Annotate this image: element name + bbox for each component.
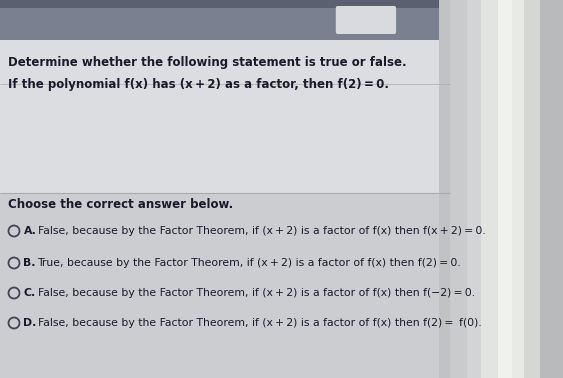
FancyBboxPatch shape [512, 0, 524, 378]
Text: B.: B. [24, 258, 36, 268]
FancyBboxPatch shape [439, 0, 563, 378]
Text: Determine whether the following statement is true or false.: Determine whether the following statemen… [8, 56, 406, 69]
FancyBboxPatch shape [524, 0, 540, 378]
FancyBboxPatch shape [467, 0, 481, 378]
Text: False, because by the Factor Theorem, if (x + 2) is a factor of f(x) then f(2) =: False, because by the Factor Theorem, if… [38, 318, 481, 328]
FancyBboxPatch shape [540, 0, 563, 378]
Text: True, because by the Factor Theorem, if (x + 2) is a factor of f(x) then f(2) = : True, because by the Factor Theorem, if … [38, 258, 461, 268]
Text: False, because by the Factor Theorem, if (x + 2) is a factor of f(x) then f(x + : False, because by the Factor Theorem, if… [38, 226, 485, 236]
Text: D.: D. [24, 318, 37, 328]
FancyBboxPatch shape [0, 193, 450, 378]
FancyBboxPatch shape [481, 0, 498, 378]
Text: If the polynomial f(x) has (x + 2) as a factor, then f(2) = 0.: If the polynomial f(x) has (x + 2) as a … [8, 78, 389, 91]
FancyBboxPatch shape [0, 40, 450, 193]
Text: Choose the correct answer below.: Choose the correct answer below. [8, 198, 233, 211]
FancyBboxPatch shape [498, 0, 512, 378]
FancyBboxPatch shape [0, 0, 563, 8]
Text: A.: A. [24, 226, 37, 236]
FancyBboxPatch shape [0, 0, 563, 40]
FancyBboxPatch shape [336, 6, 396, 34]
FancyBboxPatch shape [450, 0, 467, 378]
Text: False, because by the Factor Theorem, if (x + 2) is a factor of f(x) then f(−2) : False, because by the Factor Theorem, if… [38, 288, 475, 298]
Text: C.: C. [24, 288, 35, 298]
